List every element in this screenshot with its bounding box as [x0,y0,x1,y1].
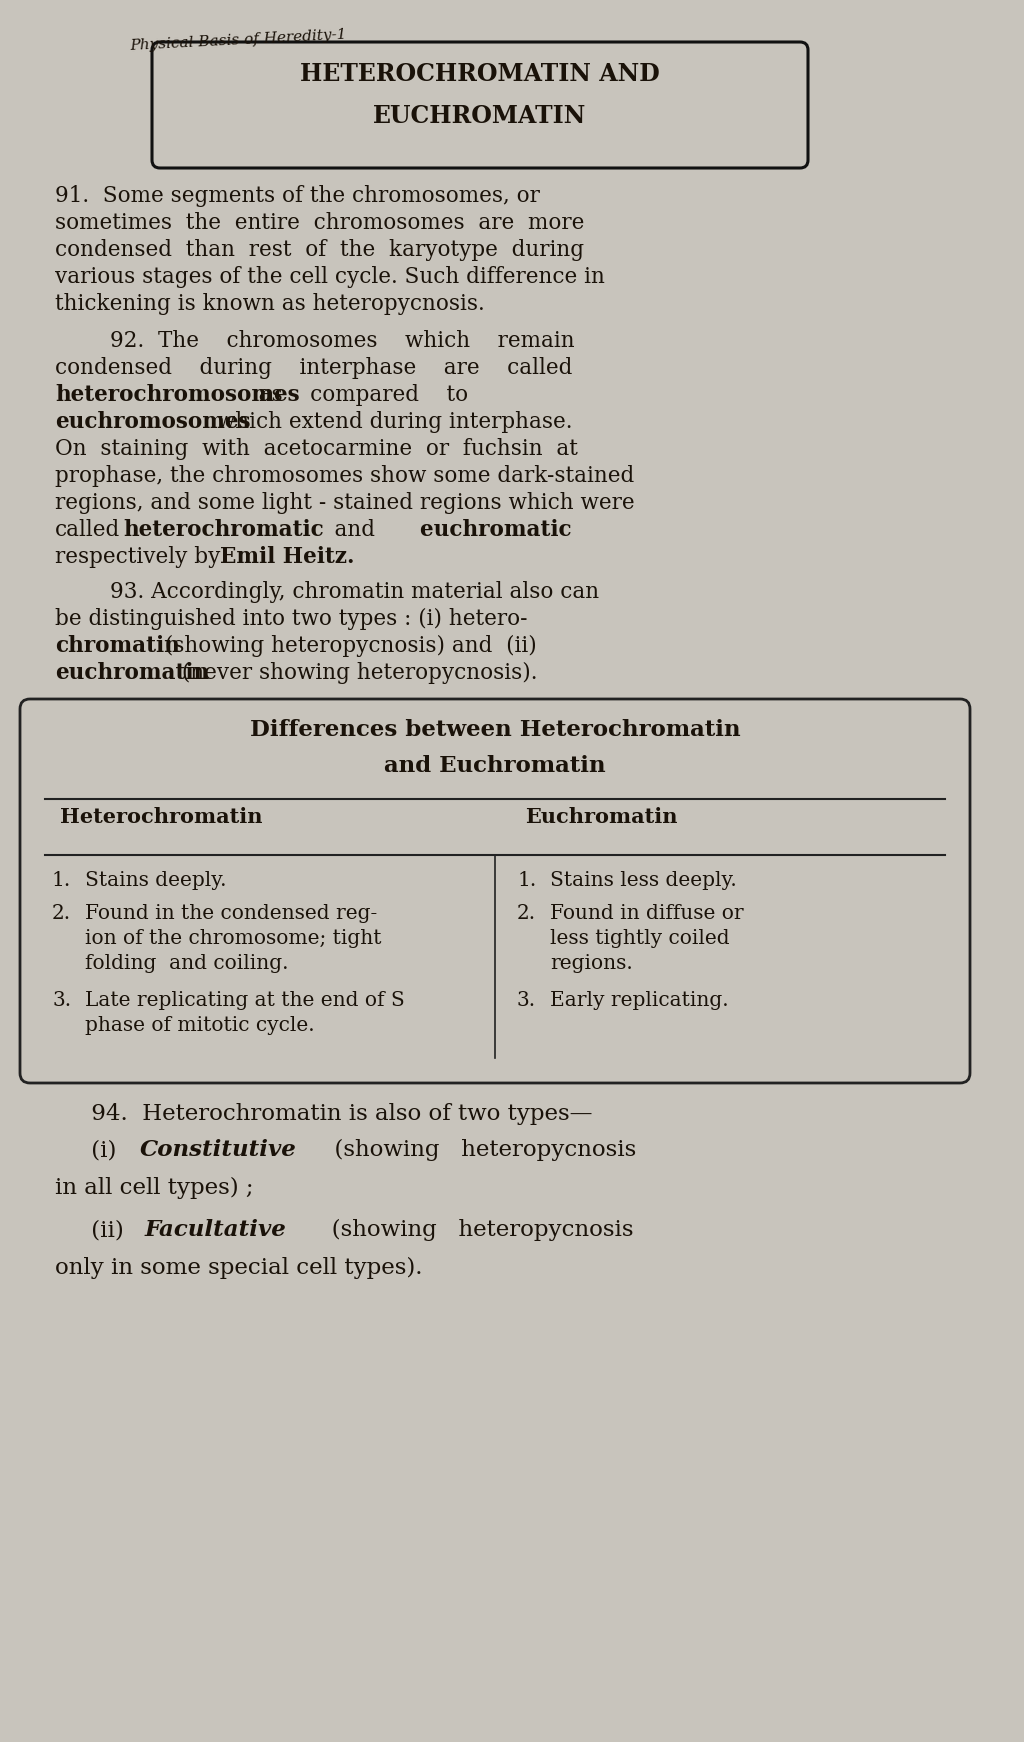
Text: 2.: 2. [52,904,71,923]
Text: Heterochromatin: Heterochromatin [60,807,262,827]
Text: Late replicating at the end of S: Late replicating at the end of S [85,991,404,1010]
Text: euchromatin: euchromatin [55,662,209,685]
Text: 1.: 1. [52,871,72,890]
Text: Stains less deeply.: Stains less deeply. [550,871,736,890]
FancyBboxPatch shape [20,699,970,1084]
Text: 3.: 3. [52,991,71,1010]
Text: heterochromatic: heterochromatic [123,519,324,542]
Text: regions.: regions. [550,955,633,974]
Text: thickening is known as heteropycnosis.: thickening is known as heteropycnosis. [55,293,484,315]
Text: (never showing heteropycnosis).: (never showing heteropycnosis). [175,662,538,685]
Text: called: called [55,519,120,542]
Text: (showing heteropycnosis) and  (ii): (showing heteropycnosis) and (ii) [158,636,537,657]
Text: in all cell types) ;: in all cell types) ; [55,1178,254,1198]
Text: (i): (i) [55,1139,124,1160]
Text: Emil Heitz.: Emil Heitz. [220,545,354,568]
Text: which extend during interphase.: which extend during interphase. [210,411,572,434]
Text: phase of mitotic cycle.: phase of mitotic cycle. [85,1016,314,1035]
Text: euchromosomes: euchromosomes [55,411,251,434]
Text: Euchromatin: Euchromatin [525,807,678,827]
Text: and: and [307,519,375,542]
Text: Physical Basis of Heredity-1: Physical Basis of Heredity-1 [130,28,347,54]
Text: EUCHROMATIN: EUCHROMATIN [374,105,587,127]
Text: condensed  than  rest  of  the  karyotype  during: condensed than rest of the karyotype dur… [55,239,584,261]
Text: regions, and some light - stained regions which were: regions, and some light - stained region… [55,491,635,514]
Text: sometimes  the  entire  chromosomes  are  more: sometimes the entire chromosomes are mor… [55,213,585,233]
Text: Found in diffuse or: Found in diffuse or [550,904,743,923]
Text: On  staining  with  acetocarmine  or  fuchsin  at: On staining with acetocarmine or fuchsin… [55,437,578,460]
Text: condensed    during    interphase    are    called: condensed during interphase are called [55,357,572,380]
Text: 2.: 2. [517,904,537,923]
Text: Stains deeply.: Stains deeply. [85,871,226,890]
Text: ion of the chromosome; tight: ion of the chromosome; tight [85,928,382,948]
Text: (showing   heteropycnosis: (showing heteropycnosis [310,1219,634,1240]
Text: 93. Accordingly, chromatin material also can: 93. Accordingly, chromatin material also… [55,582,599,603]
Text: respectively by: respectively by [55,545,227,568]
Text: 1.: 1. [517,871,537,890]
Text: and Euchromatin: and Euchromatin [384,754,606,777]
Text: folding  and coiling.: folding and coiling. [85,955,289,974]
Text: 92.  The    chromosomes    which    remain: 92. The chromosomes which remain [55,329,574,352]
FancyBboxPatch shape [152,42,808,167]
Text: various stages of the cell cycle. Such difference in: various stages of the cell cycle. Such d… [55,267,605,287]
Text: 94.  Heterochromatin is also of two types—: 94. Heterochromatin is also of two types… [55,1103,593,1125]
Text: Constitutive: Constitutive [140,1139,297,1160]
Text: heterochromosomes: heterochromosomes [55,383,300,406]
Text: Differences between Heterochromatin: Differences between Heterochromatin [250,719,740,740]
Text: (showing   heteropycnosis: (showing heteropycnosis [319,1139,636,1162]
Text: prophase, the chromosomes show some dark-stained: prophase, the chromosomes show some dark… [55,465,634,488]
Text: Found in the condensed reg-: Found in the condensed reg- [85,904,377,923]
Text: less tightly coiled: less tightly coiled [550,928,730,948]
Text: chromatin: chromatin [55,636,180,657]
Text: (ii): (ii) [55,1219,131,1240]
Text: Facultative: Facultative [145,1219,287,1240]
Text: be distinguished into two types : (i) hetero-: be distinguished into two types : (i) he… [55,608,527,631]
Text: as    compared    to: as compared to [238,383,468,406]
Text: euchromatic: euchromatic [375,519,571,542]
Text: Early replicating.: Early replicating. [550,991,729,1010]
Text: HETEROCHROMATIN AND: HETEROCHROMATIN AND [300,63,659,85]
Text: 3.: 3. [517,991,537,1010]
Text: only in some special cell types).: only in some special cell types). [55,1258,423,1279]
Text: 91.  Some segments of the chromosomes, or: 91. Some segments of the chromosomes, or [55,185,540,207]
